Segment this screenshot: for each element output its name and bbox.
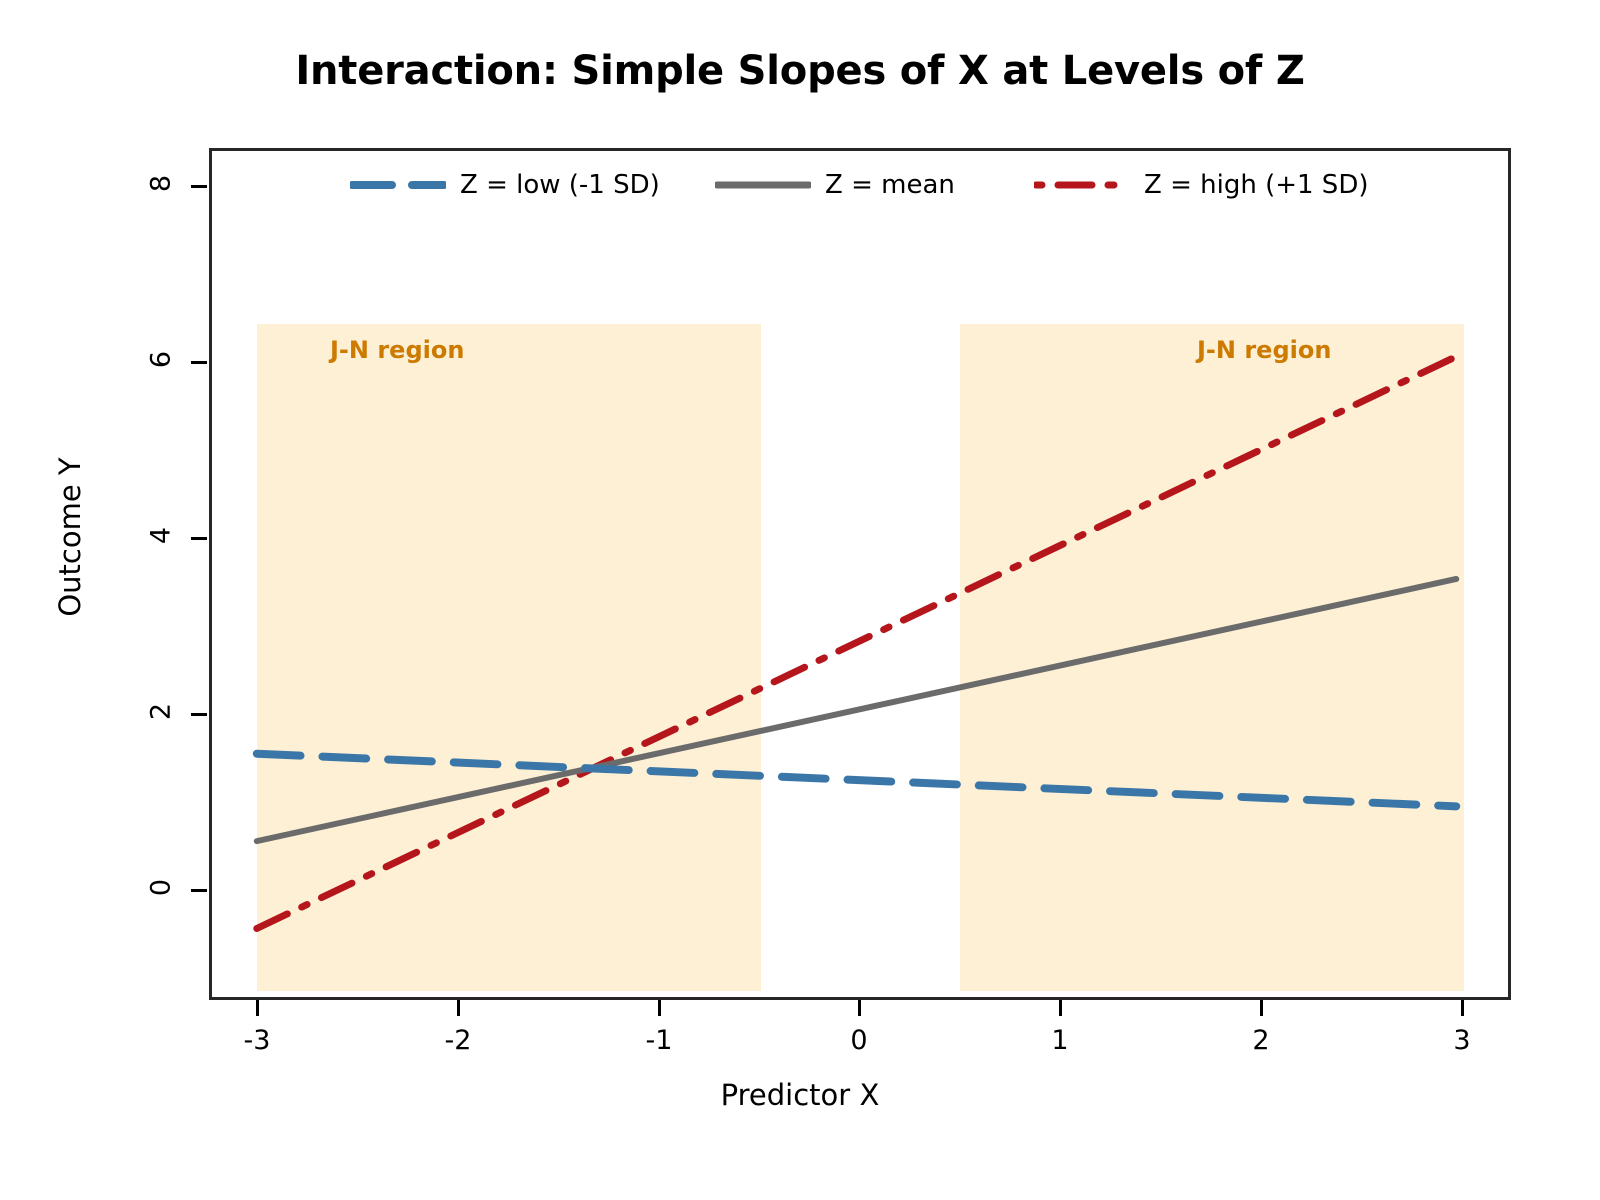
x-tick-label--1: -1: [645, 1025, 673, 1056]
y-tick-mark-0: [191, 889, 207, 892]
series-line-z-mean: [253, 575, 1460, 845]
x-tick-mark-0: [858, 1000, 861, 1016]
y-tick-mark-2: [191, 713, 207, 716]
y-tick-label-4: 4: [145, 526, 177, 545]
x-tick-mark-3: [1461, 1000, 1464, 1016]
x-tick-label-3: 3: [1453, 1025, 1471, 1056]
series-line-z-high: [253, 353, 1460, 932]
x-axis-label: Predictor X: [720, 1078, 880, 1112]
y-tick-mark-6: [191, 361, 207, 364]
x-tick-label-2: 2: [1252, 1025, 1270, 1056]
jn-region-right-band: [960, 324, 1464, 991]
x-tick-label-1: 1: [1051, 1025, 1069, 1056]
x-tick-label-0: 0: [850, 1025, 868, 1056]
jn-region-left-band: [257, 324, 761, 991]
y-tick-label-0: 0: [145, 878, 177, 897]
y-tick-mark-4: [191, 537, 207, 540]
x-tick-mark--2: [457, 1000, 460, 1016]
x-tick-mark-1: [1059, 1000, 1062, 1016]
jn-region-left-label: J-N region: [330, 336, 465, 364]
chart-title: Interaction: Simple Slopes of X at Level…: [295, 48, 1305, 94]
y-tick-label-6: 6: [145, 350, 177, 369]
y-axis-label: Outcome Y: [53, 457, 87, 617]
x-tick-label--3: -3: [243, 1025, 271, 1056]
x-tick-mark-2: [1260, 1000, 1263, 1016]
y-tick-label-2: 2: [145, 702, 177, 721]
plot-area: J-N region J-N region Z = low (-1 SD): [209, 148, 1511, 1000]
x-tick-mark--3: [256, 1000, 259, 1016]
y-tick-mark-8: [191, 185, 207, 188]
x-tick-mark--1: [658, 1000, 661, 1016]
jn-region-right-label: J-N region: [1197, 336, 1332, 364]
x-tick-label--2: -2: [444, 1025, 472, 1056]
series-lines: [252, 353, 1461, 932]
series-line-z-low: [252, 749, 1461, 811]
y-tick-label-8: 8: [145, 174, 177, 193]
